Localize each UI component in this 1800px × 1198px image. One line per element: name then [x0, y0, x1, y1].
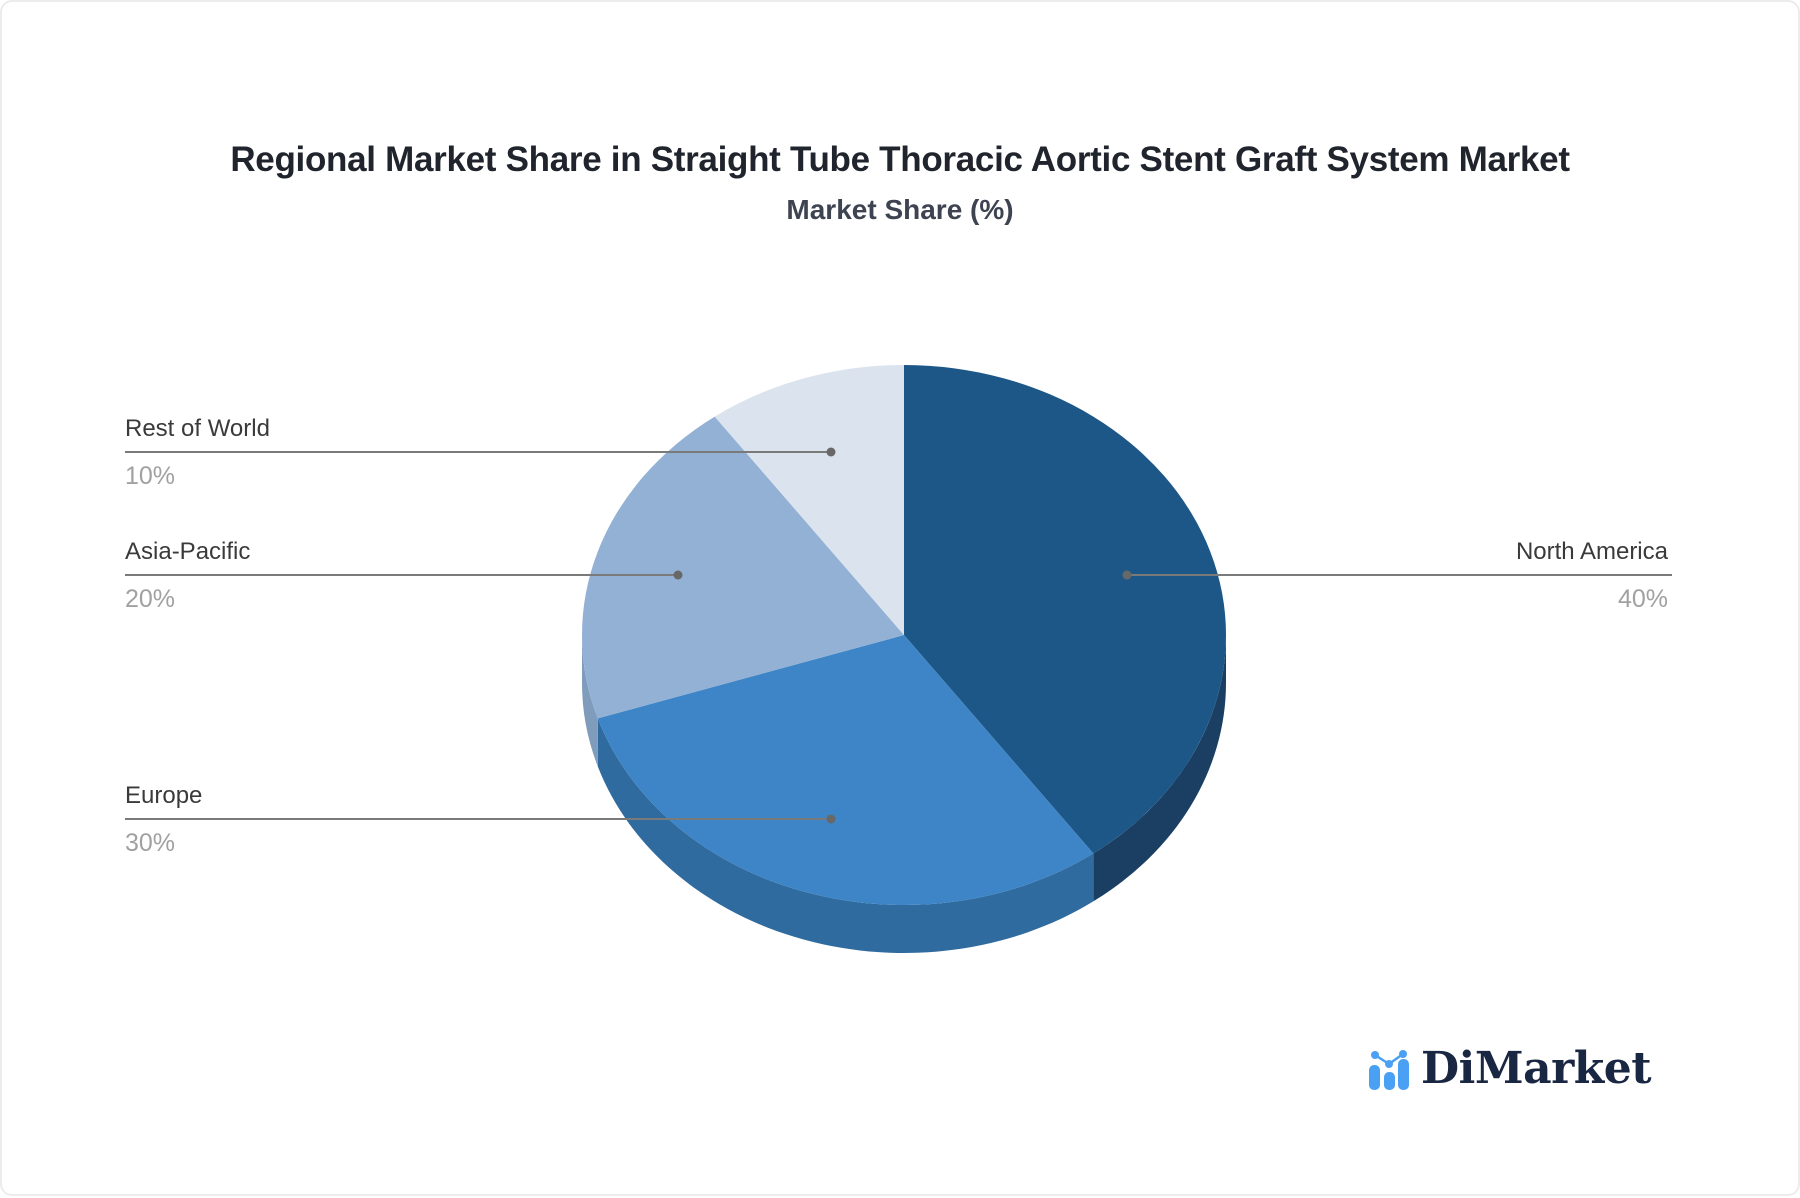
chart-title: Regional Market Share in Straight Tube T… — [230, 140, 1570, 179]
callout-value-europe: 30% — [125, 829, 176, 857]
callout-label-rest-of-world: Rest of World — [125, 415, 270, 442]
logo-text: DiMarket — [1421, 1043, 1652, 1094]
callout-label-north-america: North America — [1515, 538, 1668, 565]
callout-value-north-america: 40% — [1617, 585, 1668, 613]
pie-slice-rest-of-world — [714, 364, 904, 635]
callout-dot-rest-of-world — [826, 447, 836, 457]
pie-slice-europe — [597, 635, 1094, 905]
callout-dot-north-america — [1122, 570, 1132, 580]
pie-slice-north-america — [904, 365, 1226, 854]
callout-value-rest-of-world: 10% — [125, 462, 176, 490]
bar-line-chart-icon — [1369, 1050, 1409, 1090]
pie-slice-asia-pacific — [582, 416, 904, 719]
callout-dot-europe — [826, 814, 836, 824]
dimarket-logo: DiMarket — [1367, 1040, 1652, 1094]
pie-slice-side-europe — [597, 718, 1094, 953]
pie-slice-side-asia-pacific — [582, 635, 598, 767]
pie-slice-side-north-america — [1093, 635, 1226, 902]
chart-subtitle: Market Share (%) — [786, 194, 1014, 225]
callout-label-europe: Europe — [125, 782, 203, 809]
callout-label-asia-pacific: Asia-Pacific — [125, 538, 251, 565]
callout-dot-asia-pacific — [673, 570, 683, 580]
callout-value-asia-pacific: 20% — [125, 585, 176, 613]
